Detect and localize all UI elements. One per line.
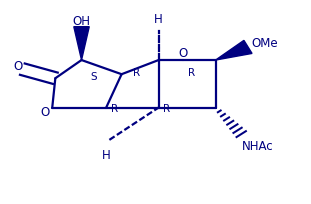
Text: OMe: OMe <box>251 37 278 50</box>
Text: R: R <box>133 68 140 78</box>
Text: O: O <box>179 47 188 60</box>
Text: S: S <box>91 72 97 82</box>
Polygon shape <box>216 41 252 61</box>
Text: O: O <box>40 105 49 118</box>
Text: H: H <box>154 13 163 26</box>
Text: R: R <box>163 103 170 113</box>
Text: R: R <box>111 103 118 113</box>
Text: NHAc: NHAc <box>241 140 273 153</box>
Polygon shape <box>74 28 89 61</box>
Text: OH: OH <box>72 15 91 28</box>
Text: O: O <box>14 59 23 72</box>
Text: R: R <box>188 68 195 78</box>
Text: H: H <box>102 148 110 161</box>
